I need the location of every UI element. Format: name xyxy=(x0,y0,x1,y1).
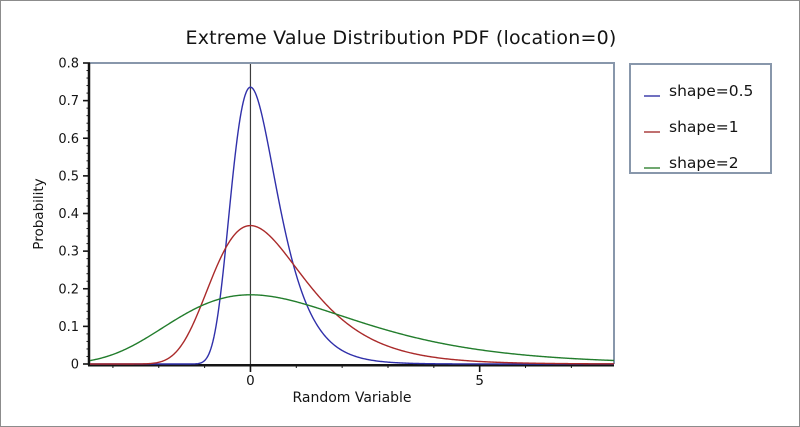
legend-item-shape-1: shape=1 xyxy=(644,109,770,145)
legend-label: shape=0.5 xyxy=(669,82,754,100)
legend-line-swatch-red-icon xyxy=(644,131,660,133)
y-tick-label: 0.3 xyxy=(58,245,79,260)
chart-title: Extreme Value Distribution PDF (location… xyxy=(185,27,617,49)
y-tick-label: 0.6 xyxy=(58,132,79,147)
curve-shape-2 xyxy=(89,294,615,362)
y-tick-label: 0.2 xyxy=(58,282,79,297)
x-axis-label: Random Variable xyxy=(292,390,412,406)
legend-line-swatch-blue-icon xyxy=(644,95,660,97)
y-tick-label: 0.1 xyxy=(58,320,79,335)
x-tick-label: 0 xyxy=(246,373,255,389)
x-tick-label: 5 xyxy=(475,373,484,389)
y-tick-label: 0.7 xyxy=(58,94,79,109)
y-tick-label: 0 xyxy=(71,358,79,373)
y-tick-label: 0.8 xyxy=(58,57,79,72)
legend-label: shape=1 xyxy=(669,118,739,136)
legend: shape=0.5 shape=1 shape=2 xyxy=(629,63,772,174)
legend-label: shape=2 xyxy=(669,154,739,172)
y-tick-label: 0.4 xyxy=(58,207,79,222)
curve-shape-1 xyxy=(90,224,614,365)
y-tick-label: 0.5 xyxy=(58,169,79,184)
legend-item-shape-05: shape=0.5 xyxy=(644,73,770,109)
legend-line-swatch-green-icon xyxy=(644,167,660,169)
legend-item-shape-2: shape=2 xyxy=(644,145,770,181)
curve-shape-0-5 xyxy=(90,86,614,365)
